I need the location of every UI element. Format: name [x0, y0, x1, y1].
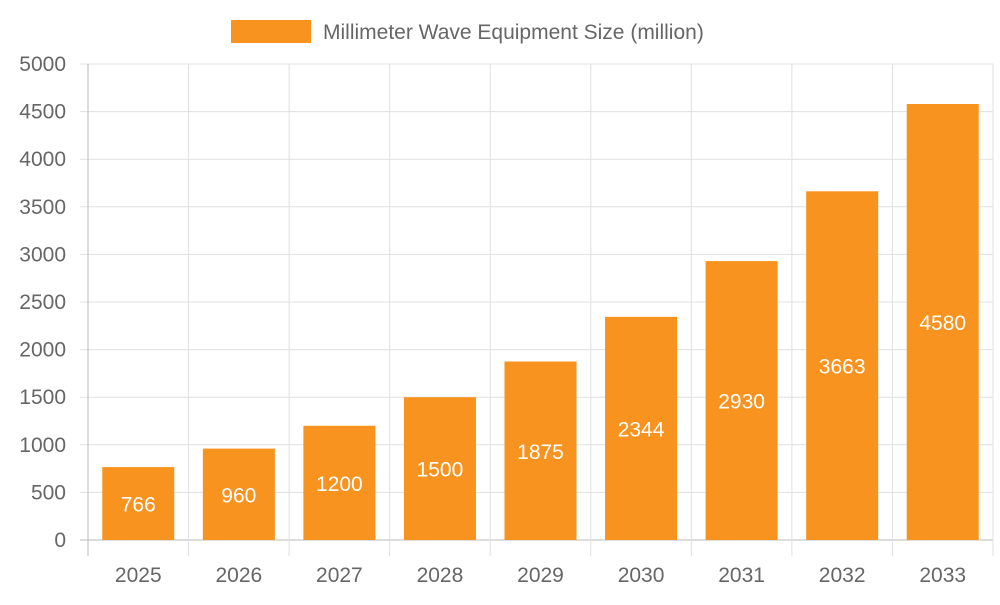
y-tick-label: 2500 [19, 291, 66, 314]
y-tick-label: 2000 [19, 339, 66, 362]
grid [80, 63, 994, 556]
data-label: 1500 [417, 459, 464, 482]
y-tick-label: 3500 [19, 196, 66, 219]
bar [806, 191, 879, 540]
data-label: 2344 [618, 418, 665, 441]
x-tick-label: 2032 [819, 564, 866, 587]
data-label: 766 [121, 494, 156, 517]
x-tick-label: 2031 [718, 564, 765, 587]
data-label: 1200 [316, 473, 363, 496]
bar [303, 425, 376, 540]
bar [403, 397, 476, 540]
y-tick-label: 3000 [19, 243, 66, 266]
data-label: 960 [221, 484, 256, 507]
bar [102, 467, 175, 540]
legend-label[interactable]: Millimeter Wave Equipment Size (million) [323, 21, 704, 44]
x-tick-label: 2033 [919, 564, 966, 587]
bar [705, 261, 778, 540]
y-tick-label: 1500 [19, 386, 66, 409]
data-label: 2930 [718, 391, 765, 414]
legend[interactable]: Millimeter Wave Equipment Size (million) [231, 20, 704, 44]
data-label: 1875 [517, 441, 564, 464]
bars: 766 960 1200 1500 1875 2344 2930 3663 4580 [102, 103, 979, 540]
y-tick-label: 1000 [19, 434, 66, 457]
axes: 0 500 1000 1500 2000 2500 3000 3500 4000 4500 5000… [19, 53, 966, 587]
y-tick-label: 4000 [19, 148, 66, 171]
x-tick-label: 2027 [316, 564, 363, 587]
bar [605, 316, 678, 540]
x-tick-label: 2028 [417, 564, 464, 587]
data-label: 4580 [919, 312, 966, 335]
y-tick-label: 0 [54, 529, 66, 552]
x-tick-label: 2025 [115, 564, 162, 587]
bar [504, 361, 577, 540]
x-tick-label: 2026 [215, 564, 262, 587]
x-tick-label: 2029 [517, 564, 564, 587]
data-label: 3663 [819, 356, 866, 379]
bar [906, 103, 979, 540]
y-tick-label: 5000 [19, 53, 66, 76]
legend-swatch[interactable] [231, 20, 311, 43]
x-tick-label: 2030 [618, 564, 665, 587]
bar [202, 448, 275, 540]
y-tick-label: 500 [31, 481, 66, 504]
y-tick-label: 4500 [19, 101, 66, 124]
